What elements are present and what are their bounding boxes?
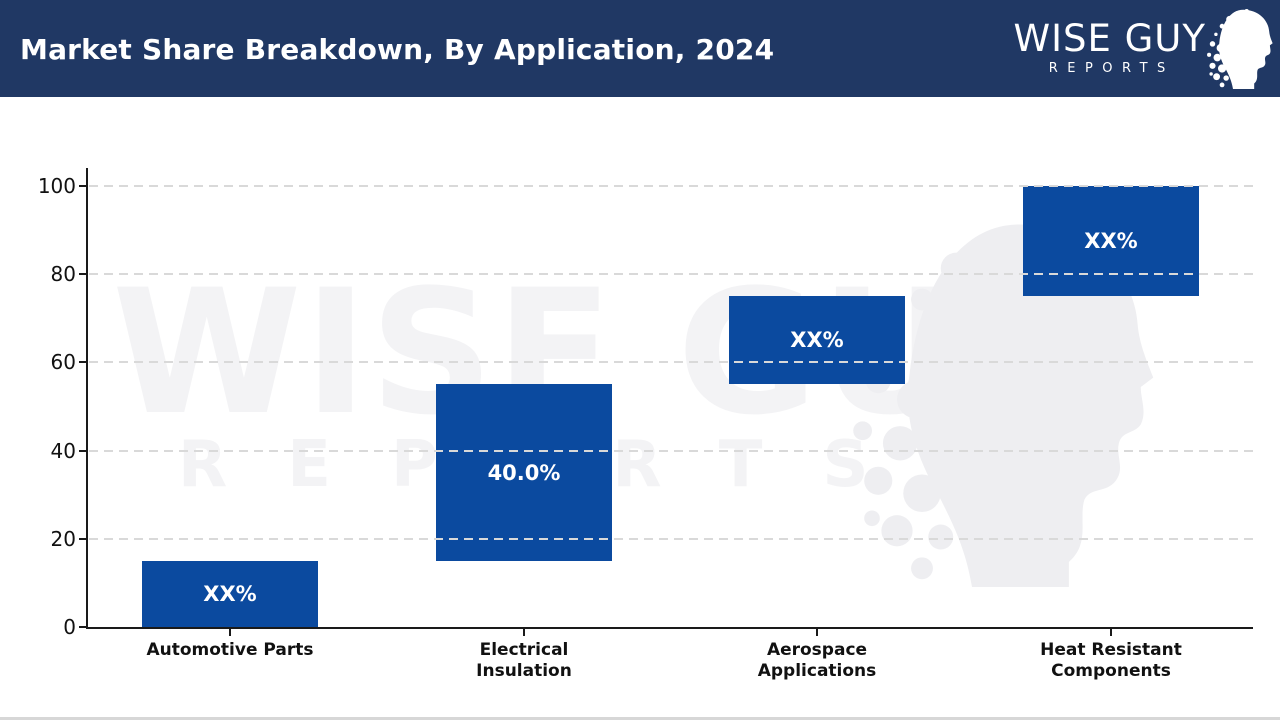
brand-logo-text: WISE GUY REPORTS bbox=[1013, 17, 1206, 76]
y-axis-tick-label: 0 bbox=[63, 615, 76, 639]
y-axis-tick-label: 20 bbox=[50, 526, 76, 551]
y-axis-tick-label: 100 bbox=[37, 174, 76, 198]
footer-divider-line bbox=[0, 717, 1280, 720]
gridline bbox=[89, 185, 1253, 187]
gridline bbox=[89, 449, 1253, 452]
y-axis-tick-mark bbox=[79, 361, 86, 364]
bar-value-label: XX% bbox=[203, 581, 257, 606]
bar-value-label: XX% bbox=[790, 328, 844, 353]
y-axis-tick-mark bbox=[79, 449, 86, 452]
bar-heat-resistant-components: XX% bbox=[1023, 186, 1199, 297]
y-axis-line bbox=[86, 168, 88, 629]
x-axis-tick-mark bbox=[229, 629, 231, 636]
y-axis-tick-mark bbox=[79, 273, 86, 276]
bar-value-label: 40.0% bbox=[487, 460, 561, 485]
x-axis-category-label-line: Heat Resistant bbox=[1040, 640, 1182, 660]
head-profile-dots-icon bbox=[1192, 4, 1274, 92]
brand-name: WISE GUY bbox=[1013, 17, 1206, 61]
x-axis-category-label-line: Components bbox=[1051, 661, 1171, 682]
x-axis-category-label-line: Applications bbox=[757, 661, 877, 682]
chart-title: Market Share Breakdown, By Application, … bbox=[20, 33, 775, 66]
bar-value-label: XX% bbox=[1084, 229, 1138, 254]
brand-subtitle: REPORTS bbox=[1048, 60, 1175, 76]
y-axis-tick-label: 60 bbox=[50, 350, 76, 375]
y-axis-tick-mark bbox=[79, 185, 86, 187]
bar-electrical-insulation: 40.0% bbox=[436, 384, 612, 561]
x-axis-category-label: Electrical Insulation bbox=[404, 640, 644, 683]
brand-logo: WISE GUY REPORTS bbox=[1014, 4, 1274, 92]
x-axis-category-label-line: Aerospace bbox=[766, 640, 868, 660]
y-axis-tick-label: 80 bbox=[50, 262, 76, 287]
x-axis-line bbox=[86, 627, 1253, 629]
x-axis-tick-mark bbox=[523, 629, 525, 636]
x-axis-tick-mark bbox=[1110, 629, 1112, 636]
gridline bbox=[89, 273, 1253, 276]
header-bar: Market Share Breakdown, By Application, … bbox=[0, 0, 1280, 97]
y-axis-tick-label: 40 bbox=[50, 438, 76, 463]
gridline bbox=[89, 537, 1253, 540]
x-axis-category-label-line: Automotive Parts bbox=[146, 640, 314, 660]
x-axis-category-label: Automotive Parts bbox=[110, 640, 350, 661]
x-axis-category-label-line: Insulation bbox=[476, 661, 572, 682]
x-axis-category-label: Heat Resistant Components bbox=[991, 640, 1231, 683]
x-axis-category-label-line: Electrical bbox=[479, 640, 569, 660]
bar-automotive-parts: XX% bbox=[142, 560, 318, 627]
x-axis-category-label: Aerospace Applications bbox=[697, 640, 937, 683]
y-axis-tick-mark bbox=[79, 626, 86, 628]
x-axis-tick-mark bbox=[816, 629, 818, 636]
y-axis-tick-mark bbox=[79, 537, 86, 540]
gridline bbox=[89, 361, 1253, 364]
bar-aerospace-applications: XX% bbox=[729, 296, 905, 385]
